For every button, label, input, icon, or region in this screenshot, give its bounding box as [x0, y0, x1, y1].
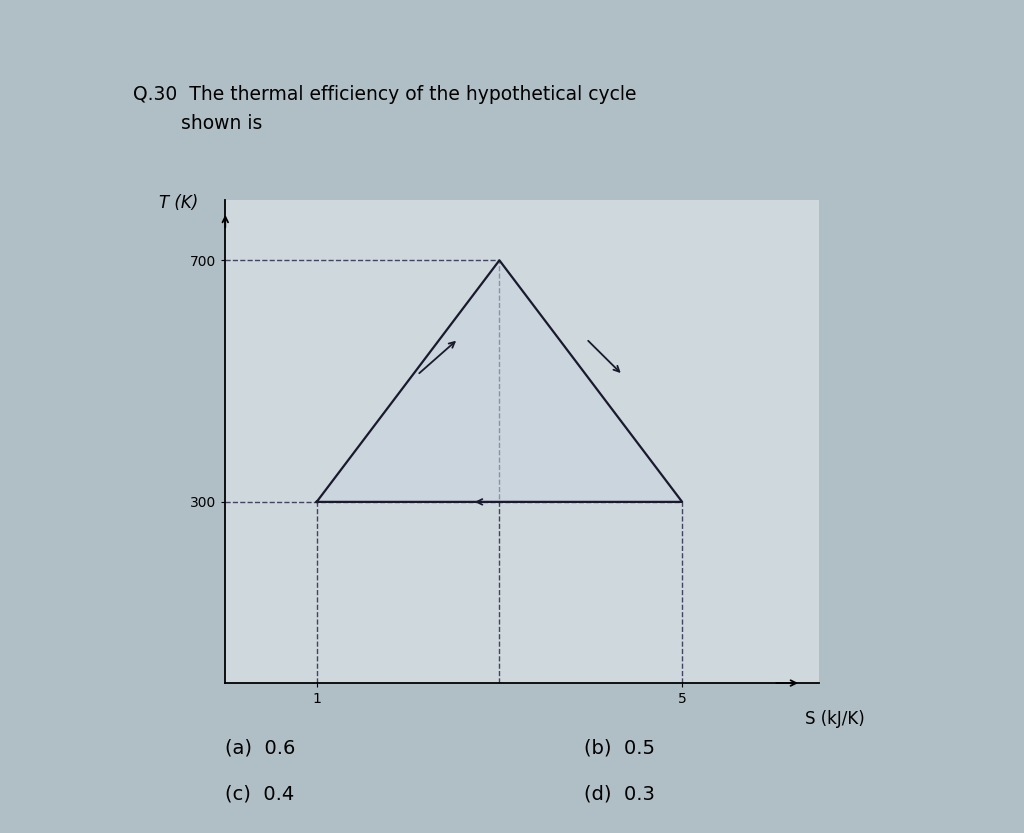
- Text: (c)  0.4: (c) 0.4: [225, 785, 295, 804]
- Text: shown is: shown is: [133, 114, 262, 133]
- Text: S (kJ/K): S (kJ/K): [806, 711, 865, 728]
- Text: (a)  0.6: (a) 0.6: [225, 739, 296, 758]
- Text: (b)  0.5: (b) 0.5: [584, 739, 654, 758]
- Text: Q.30  The thermal efficiency of the hypothetical cycle: Q.30 The thermal efficiency of the hypot…: [133, 85, 637, 104]
- Text: T (K): T (K): [159, 194, 198, 212]
- Polygon shape: [316, 260, 682, 501]
- Text: (d)  0.3: (d) 0.3: [584, 785, 654, 804]
